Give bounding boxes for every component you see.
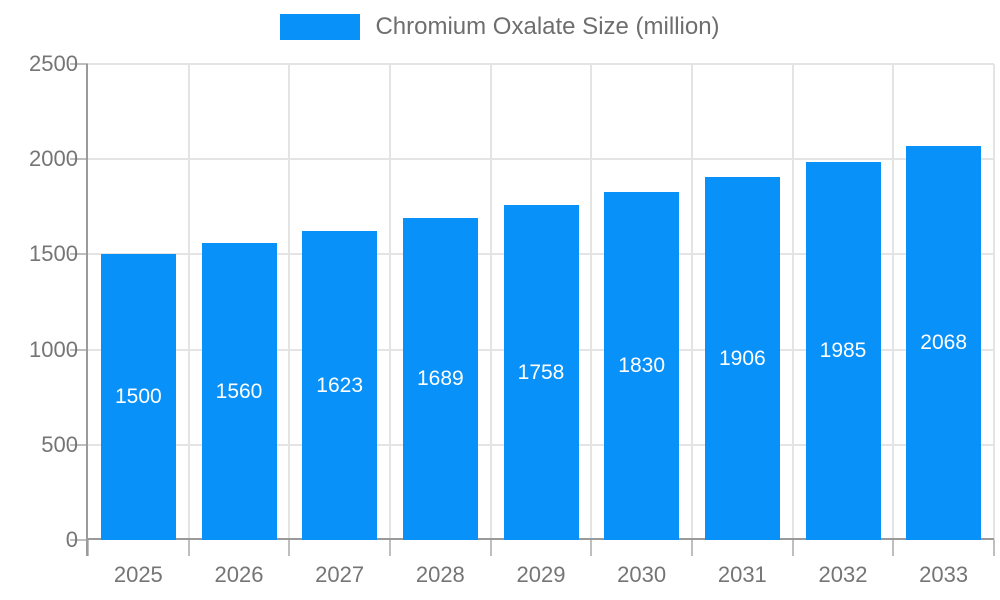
y-axis-line: [86, 64, 88, 556]
bar-value-label: 1906: [718, 346, 766, 370]
x-axis-tick: [389, 540, 391, 556]
x-tick-label: 2033: [919, 562, 969, 587]
x-tick-label: 2030: [617, 562, 667, 587]
x-tick-label: 2031: [717, 562, 767, 587]
x-axis-tick: [489, 540, 492, 556]
x-axis-tick: [187, 540, 190, 556]
gridline-vertical: [691, 64, 693, 540]
gridline-vertical: [389, 64, 391, 540]
x-axis-tick: [288, 540, 291, 556]
gridline-vertical: [187, 64, 190, 540]
y-axis-tick: [70, 63, 88, 65]
x-axis-tick: [691, 540, 693, 556]
gridline-vertical: [892, 64, 895, 540]
bar-2027: 1623: [302, 231, 378, 540]
gridline-vertical: [288, 64, 291, 540]
y-axis-tick: [70, 253, 88, 256]
bar-value-label: 1758: [517, 360, 565, 384]
x-tick-label: 2032: [818, 562, 868, 587]
x-tick-label: 2029: [516, 562, 566, 587]
x-tick-label: 2026: [214, 562, 264, 587]
y-axis-tick: [70, 443, 88, 446]
x-tick-label: 2025: [113, 562, 163, 587]
bar-2029: 1758: [503, 205, 579, 540]
legend-swatch[interactable]: [280, 14, 361, 40]
y-axis-tick: [70, 158, 88, 161]
bar-value-label: 1623: [316, 373, 364, 397]
bar-2028: 1689: [402, 218, 478, 540]
x-tick-label: 2027: [315, 562, 365, 587]
y-tick-label: 500: [41, 431, 78, 457]
chart-legend: Chromium Oxalate Size (million): [0, 14, 1000, 40]
bar-value-label: 1830: [618, 354, 666, 377]
x-axis-tick: [892, 540, 895, 556]
bar-2025: 1500: [100, 254, 176, 540]
x-axis-tick: [791, 540, 794, 556]
gridline-vertical: [590, 64, 593, 540]
bar-2033: 2068: [906, 146, 982, 540]
y-tick-label: 1000: [29, 336, 78, 362]
bar-2026: 1560: [201, 243, 277, 540]
bar-value-label: 1689: [416, 367, 464, 390]
y-tick-label: 2000: [29, 146, 78, 172]
y-tick-label: 0: [65, 527, 78, 552]
bar-2032: 1985: [805, 162, 881, 540]
bar-2031: 1906: [704, 177, 780, 540]
gridline-vertical: [791, 64, 794, 540]
bar-value-label: 2068: [920, 331, 968, 354]
bar-2030: 1830: [604, 192, 680, 540]
bar-value-label: 1985: [819, 339, 867, 362]
y-axis-tick: [70, 539, 88, 541]
y-tick-label: 1500: [29, 241, 78, 267]
gridline-horizontal: [88, 63, 994, 65]
bar-value-label: 1500: [114, 385, 162, 408]
bar-value-label: 1560: [215, 379, 263, 403]
gridline-vertical: [993, 64, 995, 540]
y-axis-tick: [70, 348, 88, 351]
x-axis-tick: [87, 540, 89, 556]
x-tick-label: 2028: [415, 562, 465, 587]
legend-label[interactable]: Chromium Oxalate Size (million): [375, 13, 720, 40]
gridline-horizontal: [88, 158, 994, 161]
y-tick-label: 2500: [29, 51, 78, 76]
gridline-vertical: [489, 64, 492, 540]
x-axis-tick: [590, 540, 593, 556]
x-axis-tick: [993, 540, 995, 556]
